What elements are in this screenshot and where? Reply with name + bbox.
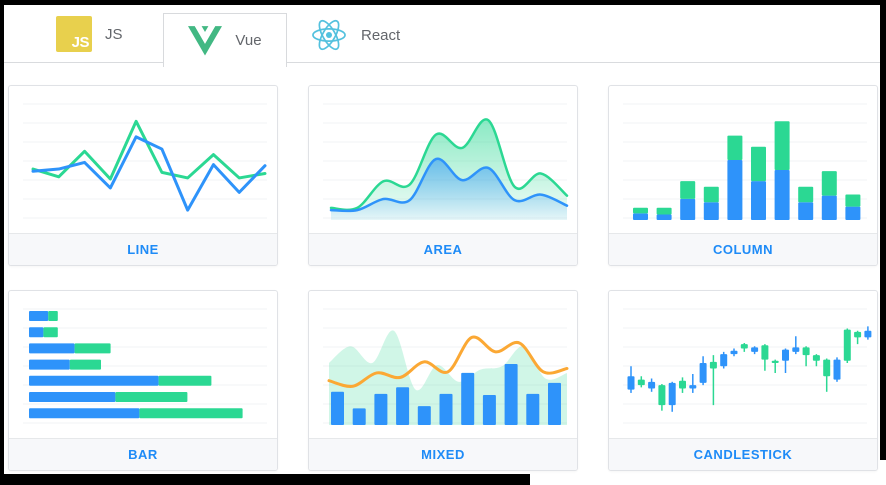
frame-bottom-strip xyxy=(0,474,530,485)
card-footer-candlestick: CANDLESTICK xyxy=(609,438,877,470)
card-footer-column: COLUMN xyxy=(609,233,877,265)
framework-tabbar: JS JS Vue xyxy=(4,5,886,67)
chart-card-candlestick[interactable]: CANDLESTICK xyxy=(608,290,878,471)
card-label-line: LINE xyxy=(127,242,159,257)
chart-card-column[interactable]: COLUMN xyxy=(608,85,878,266)
mixed-chart-thumbnail xyxy=(309,291,577,438)
candlestick-chart-thumbnail xyxy=(609,291,877,438)
card-label-candlestick: CANDLESTICK xyxy=(693,447,793,462)
js-logo-icon: JS xyxy=(56,16,92,52)
tab-vue[interactable]: Vue xyxy=(163,13,287,67)
card-footer-line: LINE xyxy=(9,233,277,265)
card-label-column: COLUMN xyxy=(712,242,774,257)
js-logo-text: JS xyxy=(71,34,90,51)
chart-card-bar[interactable]: BAR xyxy=(8,290,278,471)
tab-js[interactable]: JS JS xyxy=(56,16,123,52)
tab-js-label: JS xyxy=(105,25,123,43)
area-chart-thumbnail xyxy=(309,86,577,233)
card-label-bar: BAR xyxy=(128,447,158,462)
card-footer-area: AREA xyxy=(309,233,577,265)
card-label-mixed: MIXED xyxy=(421,447,465,462)
chart-card-area[interactable]: AREA xyxy=(308,85,578,266)
card-footer-bar: BAR xyxy=(9,438,277,470)
chart-card-mixed[interactable]: MIXED xyxy=(308,290,578,471)
frame-top-strip xyxy=(0,0,886,5)
card-label-area: AREA xyxy=(423,242,463,257)
bar-chart-thumbnail xyxy=(9,291,277,438)
card-footer-mixed: MIXED xyxy=(309,438,577,470)
react-logo-icon xyxy=(310,18,348,52)
tab-react-label: React xyxy=(361,26,401,44)
line-chart-thumbnail xyxy=(9,86,277,233)
vue-logo-icon xyxy=(188,25,223,56)
frame-right-strip xyxy=(880,0,886,460)
frame-left-strip xyxy=(0,0,4,485)
chart-cards-grid: LINE AREA COLUMN BAR MIXED xyxy=(8,85,878,471)
tab-vue-label: Vue xyxy=(235,32,262,49)
tab-react[interactable]: React xyxy=(310,17,400,53)
column-chart-thumbnail xyxy=(609,86,877,233)
chart-card-line[interactable]: LINE xyxy=(8,85,278,266)
